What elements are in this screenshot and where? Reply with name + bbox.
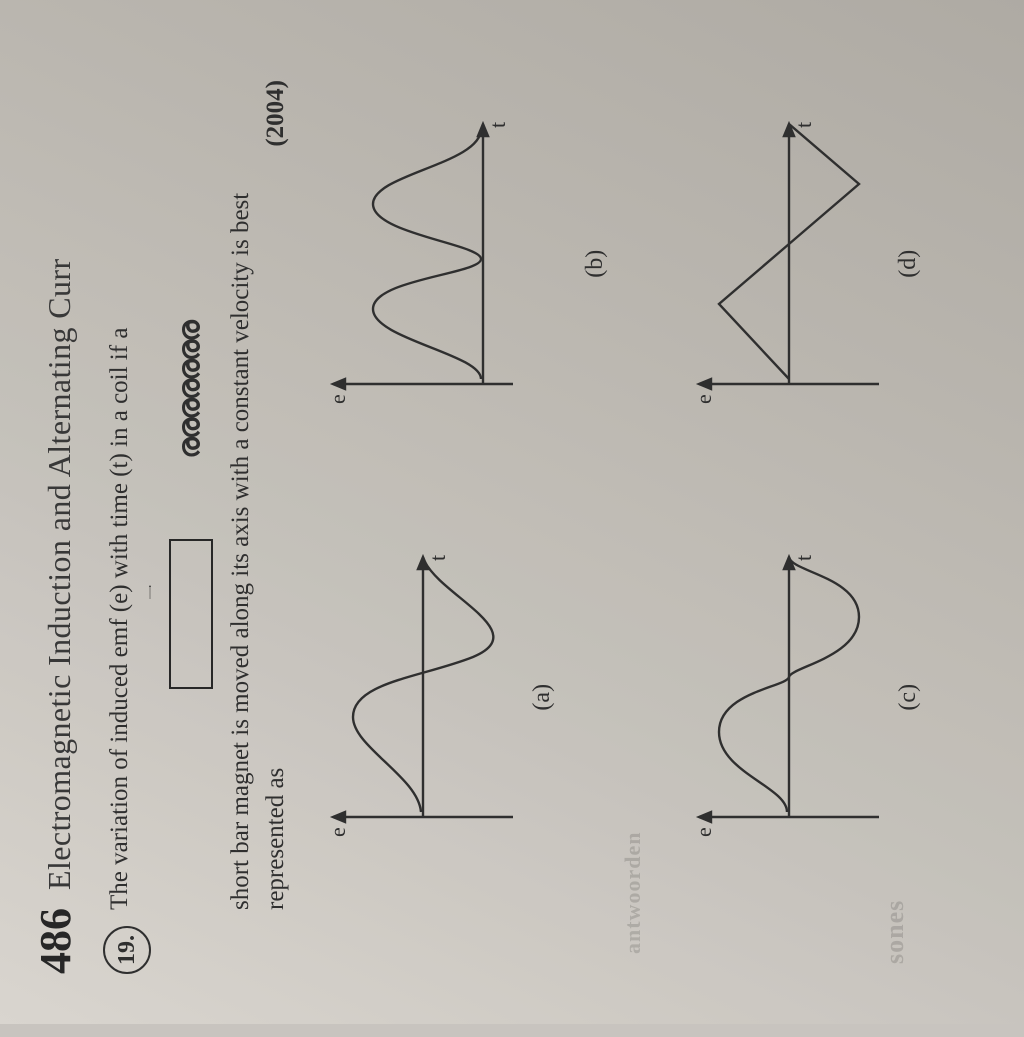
options-grid-labels-top: (b) xyxy=(576,77,659,884)
coil-icon: ര‌ര‌ര‌ര‌ര‌ര‌ര xyxy=(174,322,209,458)
option-c: e t (c) xyxy=(689,511,922,885)
graph-d: e t xyxy=(689,104,889,424)
svg-text:e: e xyxy=(325,394,350,404)
svg-text:t: t xyxy=(791,122,816,128)
svg-text:t: t xyxy=(791,555,816,561)
axis-y-label: e xyxy=(325,827,350,837)
svg-text:e: e xyxy=(691,827,716,837)
svg-text:t: t xyxy=(485,122,510,128)
option-c-label: (c) xyxy=(895,684,922,711)
question-number: 19. xyxy=(114,935,141,965)
ghost-text: sones xyxy=(880,900,910,964)
page-header: 486 Electromagnetic Induction and Altern… xyxy=(30,37,81,974)
page: 486 Electromagnetic Induction and Altern… xyxy=(0,0,1024,1024)
option-b-graph-upper: e t . xyxy=(323,77,556,451)
question-row: 19. The variation of induced emf (e) wit… xyxy=(103,37,151,974)
option-a-label: (a) xyxy=(529,684,556,711)
question-year: (2004) xyxy=(258,80,293,147)
question-text-line1: The variation of induced emf (e) with ti… xyxy=(103,328,151,910)
chapter-title: Electromagnetic Induction and Alternatin… xyxy=(41,258,78,890)
options-grid: e t (a) e t . xyxy=(323,77,606,884)
axis-x-label: t xyxy=(425,555,450,561)
question-text-line2: short bar magnet is moved along its axis… xyxy=(223,80,293,910)
options-grid-bottom: e t (c) e t (d) xyxy=(689,77,972,884)
option-a: e t (a) xyxy=(323,511,556,885)
graph-b-upper: e t xyxy=(323,104,523,424)
svg-text:e: e xyxy=(691,394,716,404)
option-b-label: (b) xyxy=(582,77,609,451)
page-number: 486 xyxy=(30,908,81,974)
arrow-right-icon xyxy=(149,557,151,627)
bar-magnet-icon xyxy=(169,539,213,689)
option-d: e t (d) xyxy=(689,77,922,451)
graph-c: e t xyxy=(689,537,889,857)
magnet-coil-diagram: ര‌ര‌ര‌ര‌ര‌ര‌ര xyxy=(169,37,213,974)
option-d-label: (d) xyxy=(895,250,922,278)
question-number-badge: 19. xyxy=(103,926,151,974)
graph-a: e t xyxy=(323,537,523,857)
